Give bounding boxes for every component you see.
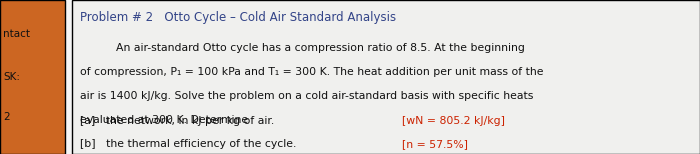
Text: [wN = 805.2 kJ/kg]: [wN = 805.2 kJ/kg]: [402, 116, 505, 126]
Text: [b]   the thermal efficiency of the cycle.: [b] the thermal efficiency of the cycle.: [80, 139, 297, 149]
Text: [a]   the network, in kJ per kg of air.: [a] the network, in kJ per kg of air.: [80, 116, 274, 126]
Text: 2: 2: [4, 112, 10, 122]
Text: Problem # 2   Otto Cycle – Cold Air Standard Analysis: Problem # 2 Otto Cycle – Cold Air Standa…: [80, 11, 397, 24]
FancyBboxPatch shape: [0, 0, 65, 154]
Text: of compression, P₁ = 100 kPa and T₁ = 300 K. The heat addition per unit mass of : of compression, P₁ = 100 kPa and T₁ = 30…: [80, 67, 544, 77]
Text: evaluated at 300 K. Determine: evaluated at 300 K. Determine: [80, 115, 248, 125]
Text: An air-standard Otto cycle has a compression ratio of 8.5. At the beginning: An air-standard Otto cycle has a compres…: [116, 43, 524, 53]
Text: SK:: SK:: [4, 72, 20, 82]
Text: air is 1400 kJ/kg. Solve the problem on a cold air-standard basis with specific : air is 1400 kJ/kg. Solve the problem on …: [80, 91, 534, 101]
FancyBboxPatch shape: [72, 0, 700, 154]
Text: ntact: ntact: [4, 29, 31, 39]
Text: [n = 57.5%]: [n = 57.5%]: [402, 139, 468, 149]
